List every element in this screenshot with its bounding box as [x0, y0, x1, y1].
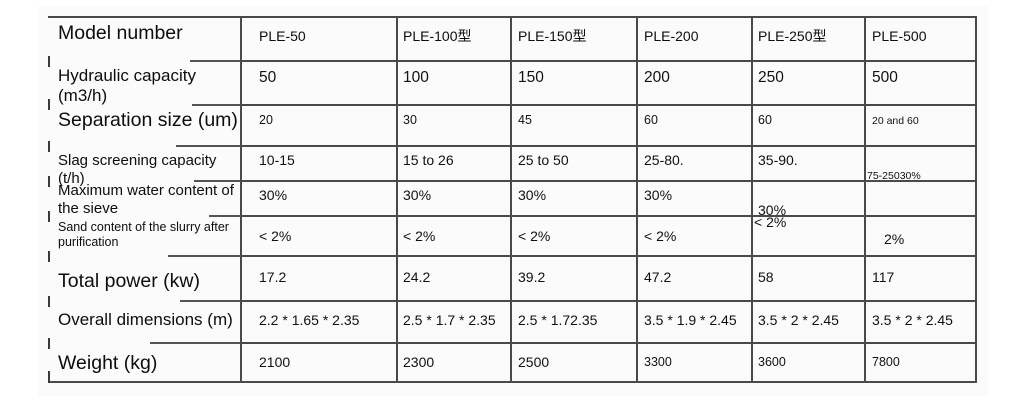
column-header-ple50: PLE-50: [259, 28, 306, 44]
col-rule-0: [240, 16, 242, 382]
cell-hydraulic-capacity-ple150: 150: [518, 69, 544, 86]
cell-slag-screening-ple250: 35-90.: [758, 152, 798, 168]
cell-max-water-content-ple250: 30%: [758, 202, 787, 218]
cell-max-water-content-ple100: 30%: [403, 187, 432, 203]
column-header-ple250: PLE-250型: [758, 28, 827, 44]
cell-hydraulic-capacity-ple500: 500: [872, 69, 898, 86]
label-rule-stub-6: [168, 255, 242, 257]
cell-total-power-ple200: 47.2: [644, 269, 672, 285]
left-edge-tick-7: [48, 296, 50, 307]
cell-overall-dimensions-ple250: 3.5 * 2 * 2.45: [758, 312, 839, 328]
cell-sand-content-ple500: 2%: [884, 231, 905, 247]
cell-hydraulic-capacity-ple200: 200: [644, 69, 670, 86]
column-header-ple200: PLE-200: [644, 28, 699, 44]
col-rule-2: [510, 16, 512, 382]
left-edge-tick-5: [48, 211, 50, 222]
cell-sand-content-ple200: < 2%: [644, 228, 677, 244]
cell-max-water-content-ple50: 30%: [259, 187, 288, 203]
label-rule-stub-7: [180, 300, 242, 302]
column-header-ple100: PLE-100型: [403, 28, 472, 44]
label-rule-stub-5: [209, 215, 242, 217]
row-label-total-power: Total power (kw): [58, 270, 200, 292]
cell-sand-content-ple150: < 2%: [518, 228, 551, 244]
cell-total-power-ple50: 17.2: [259, 269, 287, 285]
row-rule-5: [240, 215, 977, 217]
cell-separation-size-ple500: 20 and 60: [872, 115, 919, 127]
cell-slag-screening-ple500: 75-25030%: [867, 170, 921, 182]
label-rule-stub-8: [150, 342, 242, 344]
row-label-separation-size: Separation size (um): [58, 109, 238, 131]
left-edge-tick-bottom: [48, 371, 50, 383]
row-rule-4: [240, 180, 977, 182]
row-header-model-number: Model number: [58, 22, 183, 44]
label-rule-stub-3: [176, 145, 242, 147]
cell-overall-dimensions-ple50: 2.2 * 1.65 * 2.35: [259, 312, 360, 328]
left-edge-tick-6: [48, 251, 50, 262]
left-edge-tick-4: [48, 176, 50, 187]
cell-total-power-ple250: 58: [758, 269, 774, 285]
page-background-wash: [38, 6, 988, 396]
cell-slag-screening-ple50: 10-15: [259, 152, 295, 168]
left-edge-tick-1: [48, 56, 50, 67]
cell-slag-screening-ple200: 25-80.: [644, 152, 684, 168]
cell-slag-screening-ple150: 25 to 50: [518, 152, 569, 168]
row-label-weight: Weight (kg): [58, 352, 158, 374]
cell-separation-size-ple100: 30: [403, 113, 417, 127]
left-edge-tick-8: [48, 338, 50, 349]
cell-sand-content-ple50: < 2%: [259, 228, 292, 244]
label-rule-stub-4: [194, 180, 242, 182]
cell-weight-ple200: 3300: [644, 355, 672, 369]
cell-hydraulic-capacity-ple100: 100: [403, 69, 429, 86]
left-edge-tick-2: [48, 99, 50, 110]
table-border-top: [48, 16, 977, 18]
row-rule-3: [240, 145, 977, 147]
cell-hydraulic-capacity-ple250: 250: [758, 69, 784, 86]
cell-separation-size-ple150: 45: [518, 113, 532, 127]
column-header-ple150: PLE-150型: [518, 28, 587, 44]
row-rule-8: [240, 342, 977, 344]
cell-max-water-content-ple150: 30%: [518, 187, 547, 203]
cell-total-power-ple500: 117: [872, 269, 895, 285]
col-rule-5: [864, 16, 866, 382]
row-label-sand-content: Sand content of the slurry after purific…: [58, 220, 229, 249]
row-rule-6: [240, 255, 977, 257]
cell-weight-ple250: 3600: [758, 355, 786, 369]
label-rule-stub-2: [192, 104, 242, 106]
label-rule-stub-1: [190, 60, 242, 62]
cell-overall-dimensions-ple100: 2.5 * 1.7 * 2.35: [403, 312, 496, 328]
cell-sand-content-ple250: < 2%: [754, 214, 787, 230]
row-rule-7: [240, 300, 977, 302]
cell-total-power-ple100: 24.2: [403, 269, 431, 285]
cell-overall-dimensions-ple150: 2.5 * 1.72.35: [518, 312, 598, 328]
cell-separation-size-ple200: 60: [644, 113, 658, 127]
cell-overall-dimensions-ple200: 3.5 * 1.9 * 2.45: [644, 312, 737, 328]
cell-slag-screening-ple100: 15 to 26: [403, 152, 454, 168]
row-rule-2: [240, 104, 977, 106]
cell-sand-content-ple100: < 2%: [403, 228, 436, 244]
cell-weight-ple100: 2300: [403, 354, 435, 370]
cell-separation-size-ple50: 20: [259, 113, 273, 127]
row-label-overall-dimensions: Overall dimensions (m): [58, 310, 233, 329]
cell-weight-ple50: 2100: [259, 354, 291, 370]
cell-overall-dimensions-ple500: 3.5 * 2 * 2.45: [872, 312, 953, 328]
cell-hydraulic-capacity-ple50: 50: [259, 69, 277, 86]
column-header-ple500: PLE-500: [872, 28, 927, 44]
row-label-slag-screening-capacity: Slag screening capacity (t/h): [58, 152, 217, 187]
cell-weight-ple500: 7800: [872, 355, 900, 369]
row-rule-1: [240, 60, 977, 62]
cell-weight-ple150: 2500: [518, 354, 550, 370]
cell-separation-size-ple250: 60: [758, 113, 772, 127]
cell-max-water-content-ple200: 30%: [644, 187, 673, 203]
cell-total-power-ple150: 39.2: [518, 269, 546, 285]
col-rule-1: [396, 16, 398, 382]
table-border-bottom: [48, 381, 977, 383]
row-label-maximum-water-content: Maximum water content of the sieve: [58, 182, 234, 217]
col-rule-3: [636, 16, 638, 382]
left-edge-tick-3: [48, 141, 50, 152]
table-border-right: [975, 16, 977, 382]
col-rule-4: [751, 16, 753, 382]
row-label-hydraulic-capacity: Hydraulic capacity (m3/h): [58, 66, 196, 106]
